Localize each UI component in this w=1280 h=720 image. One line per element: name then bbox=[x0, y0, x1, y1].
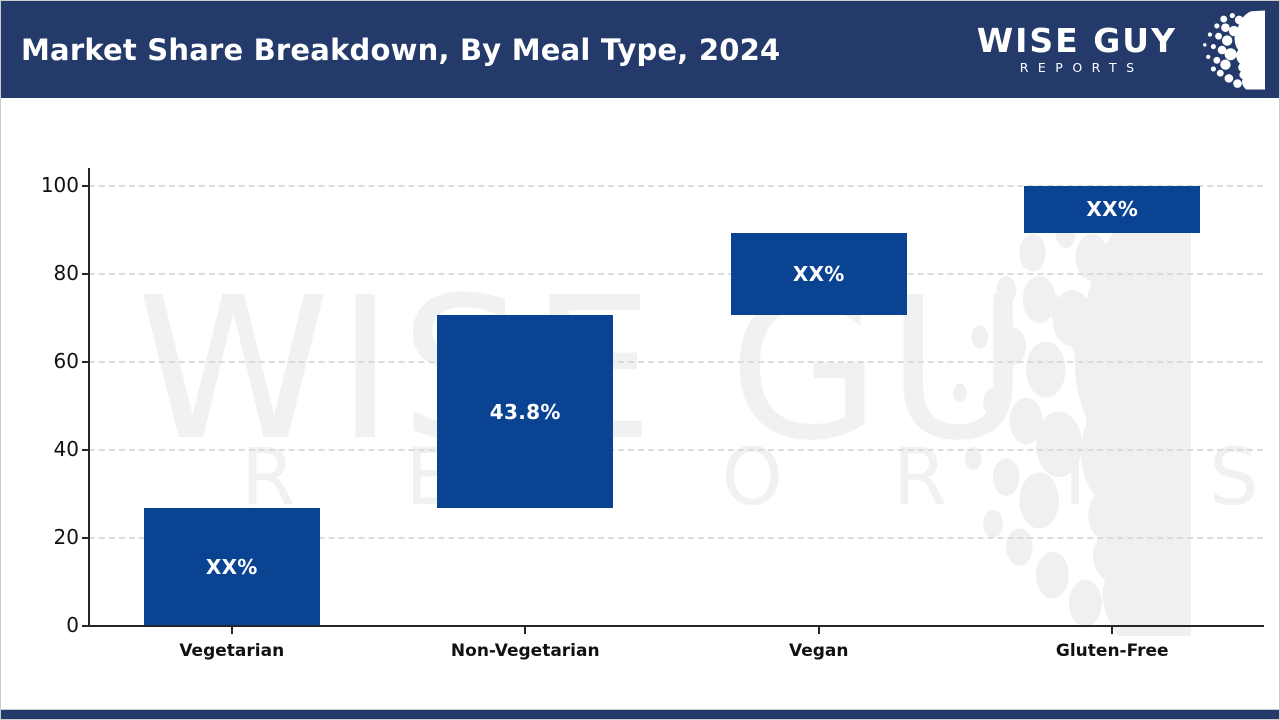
gridline-80 bbox=[89, 273, 1263, 275]
logo-face-icon bbox=[1203, 9, 1265, 90]
y-tick-label-0: 0 bbox=[66, 613, 79, 637]
x-tick-mark-non-vegetarian bbox=[524, 627, 527, 634]
chart-title: Market Share Breakdown, By Meal Type, 20… bbox=[21, 32, 781, 67]
bar-vegan[interactable]: XX% bbox=[730, 232, 907, 316]
y-tick-label-20: 20 bbox=[53, 525, 79, 549]
x-axis-line bbox=[88, 625, 1264, 627]
gridline-20 bbox=[89, 537, 1263, 539]
gridline-100 bbox=[89, 185, 1263, 187]
gridline-40 bbox=[89, 449, 1263, 451]
y-tick-mark-40 bbox=[82, 449, 89, 451]
x-tick-label-vegan: Vegan bbox=[789, 641, 849, 661]
y-axis-line bbox=[88, 168, 90, 627]
footer-bar bbox=[1, 709, 1279, 719]
y-tick-label-60: 60 bbox=[53, 349, 79, 373]
y-tick-mark-0 bbox=[82, 625, 89, 627]
watermark-face-icon bbox=[953, 206, 1191, 636]
y-tick-label-40: 40 bbox=[53, 437, 79, 461]
y-tick-mark-80 bbox=[82, 273, 89, 275]
bar-label-non-vegetarian: 43.8% bbox=[489, 399, 561, 424]
header: Market Share Breakdown, By Meal Type, 20… bbox=[1, 1, 1279, 98]
bar-label-vegan: XX% bbox=[792, 261, 845, 286]
bar-vegetarian[interactable]: XX% bbox=[143, 508, 320, 626]
bar-gluten-free[interactable]: XX% bbox=[1024, 186, 1201, 233]
brand-logo: WISE GUY REPORTS bbox=[976, 9, 1265, 90]
x-tick-label-gluten-free: Gluten-Free bbox=[1055, 641, 1169, 661]
y-tick-mark-20 bbox=[82, 537, 89, 539]
y-tick-label-100: 100 bbox=[40, 173, 79, 197]
watermark-wordmark: WISE GUY bbox=[136, 256, 1162, 484]
x-tick-label-vegetarian: Vegetarian bbox=[179, 641, 285, 661]
x-tick-label-non-vegetarian: Non-Vegetarian bbox=[450, 641, 600, 661]
y-tick-mark-60 bbox=[82, 361, 89, 363]
x-tick-mark-vegetarian bbox=[230, 627, 233, 634]
x-tick-mark-gluten-free bbox=[1111, 627, 1114, 634]
bar-label-gluten-free: XX% bbox=[1086, 197, 1139, 222]
gridline-60 bbox=[89, 361, 1263, 363]
y-tick-label-80: 80 bbox=[53, 261, 79, 285]
bar-label-vegetarian: XX% bbox=[205, 555, 258, 580]
logo-subtitle: REPORTS bbox=[1019, 60, 1144, 76]
logo-text: WISE GUY REPORTS bbox=[976, 20, 1177, 76]
x-tick-mark-vegan bbox=[817, 627, 820, 634]
y-tick-mark-100 bbox=[82, 185, 89, 187]
logo-wordmark: WISE GUY bbox=[976, 20, 1177, 60]
bar-non-vegetarian[interactable]: 43.8% bbox=[437, 315, 614, 509]
